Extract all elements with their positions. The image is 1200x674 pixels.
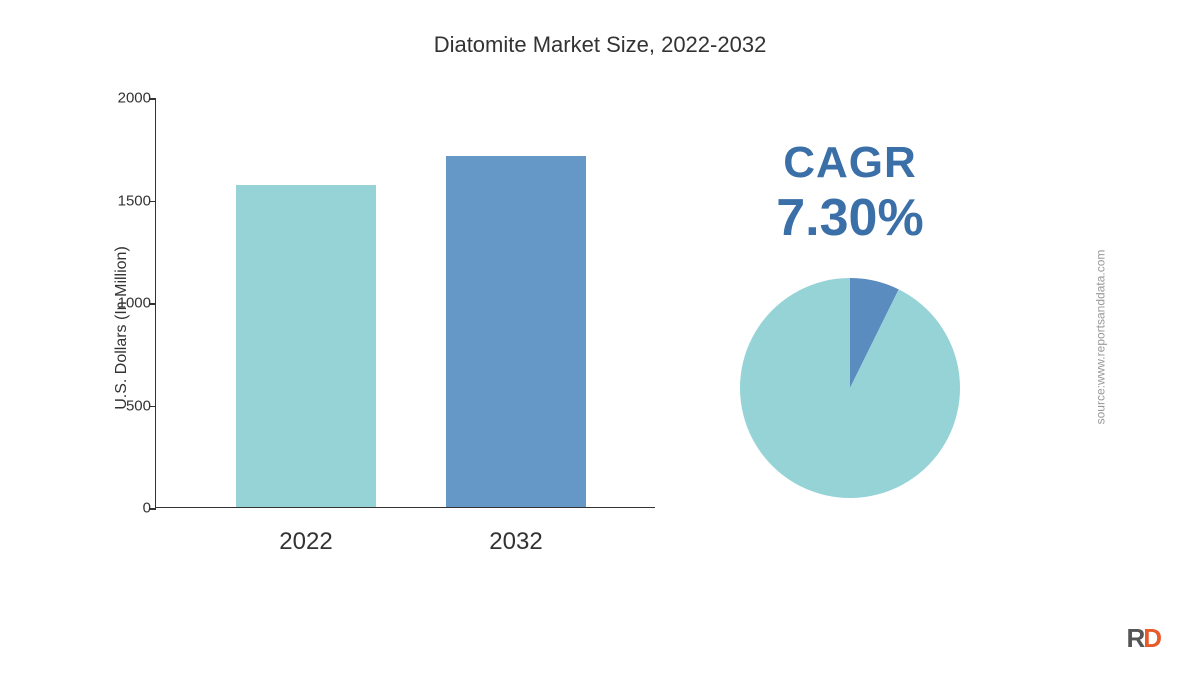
right-panel: CAGR 7.30% xyxy=(740,88,960,568)
cagr-value: 7.30% xyxy=(776,188,923,248)
bar-chart-area: U.S. Dollars (In Million) 05001000150020… xyxy=(100,88,660,568)
x-axis-label: 2032 xyxy=(446,528,586,556)
pie-slice xyxy=(740,278,960,498)
y-tick-label: 1500 xyxy=(106,192,151,209)
logo-d: D xyxy=(1143,623,1160,653)
y-tick-mark xyxy=(150,406,156,408)
content-row: U.S. Dollars (In Million) 05001000150020… xyxy=(0,58,1200,568)
y-tick-label: 500 xyxy=(106,397,151,414)
bar xyxy=(236,185,376,507)
y-tick-label: 0 xyxy=(106,500,151,517)
y-tick-mark xyxy=(150,508,156,510)
pie-chart xyxy=(740,278,960,503)
y-tick-label: 2000 xyxy=(106,90,151,107)
bar-chart-plot: 050010001500200020222032 xyxy=(155,98,655,508)
y-tick-mark xyxy=(150,201,156,203)
source-text: source:www.reportsanddata.com xyxy=(1094,250,1108,425)
logo-r: R xyxy=(1126,623,1143,653)
logo: RD xyxy=(1126,623,1160,654)
y-axis-label: U.S. Dollars (In Million) xyxy=(113,246,131,410)
chart-title: Diatomite Market Size, 2022-2032 xyxy=(0,0,1200,58)
y-tick-mark xyxy=(150,98,156,100)
x-axis-label: 2022 xyxy=(236,528,376,556)
cagr-label: CAGR xyxy=(783,138,917,188)
y-tick-mark xyxy=(150,303,156,305)
y-tick-label: 1000 xyxy=(106,295,151,312)
pie-svg xyxy=(740,278,960,498)
bar xyxy=(446,156,586,507)
